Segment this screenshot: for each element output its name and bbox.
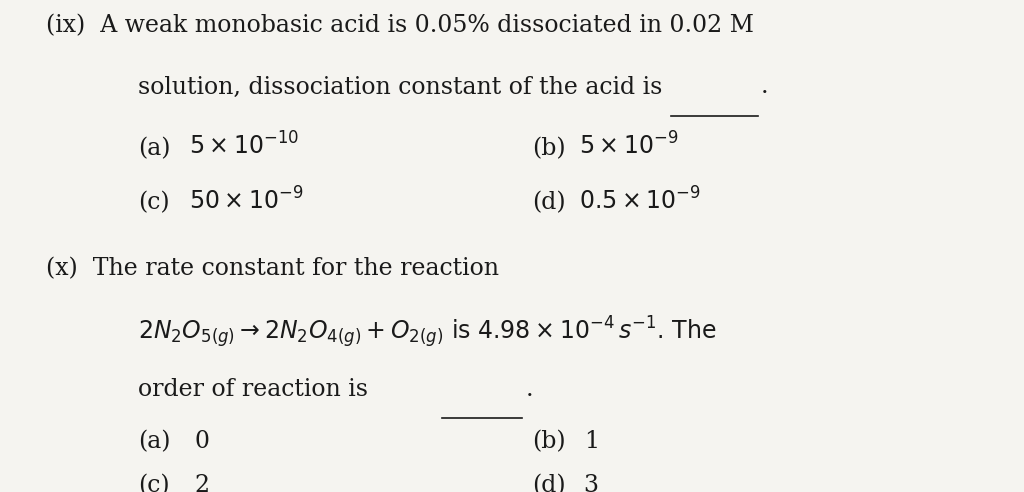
Text: (d): (d) <box>532 474 566 492</box>
Text: 2: 2 <box>195 474 210 492</box>
Text: $2N_2O_{5(g)} \rightarrow 2N_2O_{4(g)} + O_{2(g)}$ is $4.98 \times 10^{-4}\, s^{: $2N_2O_{5(g)} \rightarrow 2N_2O_{4(g)} +… <box>138 314 717 350</box>
Text: (ix)  A weak monobasic acid is 0.05% dissociated in 0.02 M: (ix) A weak monobasic acid is 0.05% diss… <box>46 14 754 37</box>
Text: .: . <box>761 75 768 98</box>
Text: 1: 1 <box>584 430 599 453</box>
Text: (d): (d) <box>532 191 566 214</box>
Text: order of reaction is: order of reaction is <box>138 378 369 401</box>
Text: 0: 0 <box>195 430 210 453</box>
Text: solution, dissociation constant of the acid is: solution, dissociation constant of the a… <box>138 75 663 98</box>
Text: 3: 3 <box>584 474 599 492</box>
Text: (b): (b) <box>532 430 566 453</box>
Text: (x)  The rate constant for the reaction: (x) The rate constant for the reaction <box>46 257 499 280</box>
Text: (a): (a) <box>138 137 171 160</box>
Text: $0.5 \times 10^{-9}$: $0.5 \times 10^{-9}$ <box>579 187 700 214</box>
Text: (b): (b) <box>532 137 566 160</box>
Text: (a): (a) <box>138 430 171 453</box>
Text: (c): (c) <box>138 474 170 492</box>
Text: (c): (c) <box>138 191 170 214</box>
Text: $5 \times 10^{-10}$: $5 \times 10^{-10}$ <box>189 133 300 160</box>
Text: $5 \times 10^{-9}$: $5 \times 10^{-9}$ <box>579 133 678 160</box>
Text: .: . <box>525 378 532 401</box>
Text: $50 \times 10^{-9}$: $50 \times 10^{-9}$ <box>189 187 304 214</box>
